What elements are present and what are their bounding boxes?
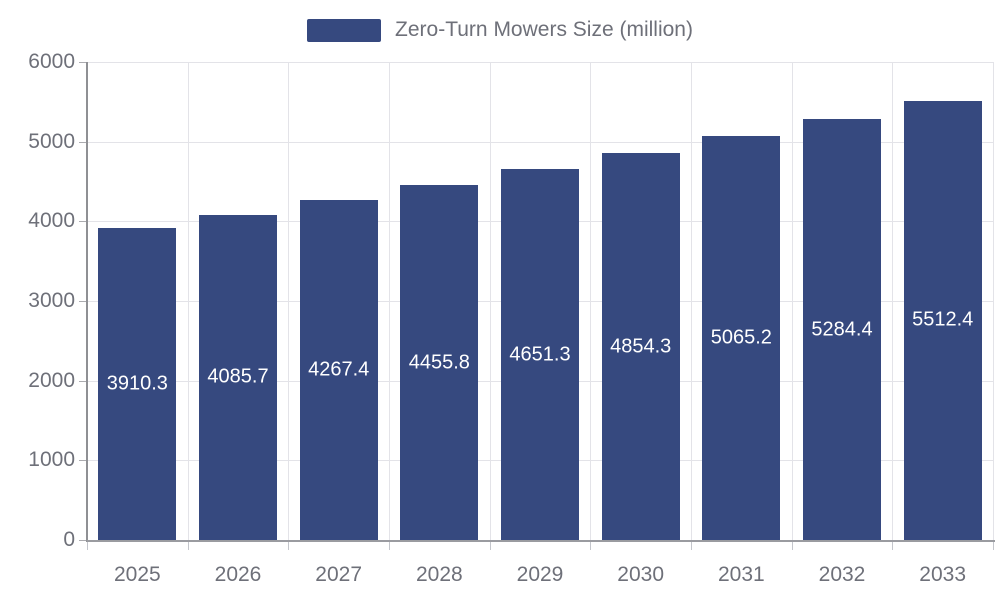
- y-tick-label: 0: [63, 528, 75, 551]
- y-tick-label: 5000: [28, 129, 75, 153]
- y-tick-label: 4000: [28, 209, 75, 233]
- x-axis-tick: [691, 541, 692, 550]
- bar[interactable]: [400, 185, 479, 540]
- x-tick-label: 2027: [315, 563, 363, 586]
- bar-value-label: 4085.7: [207, 365, 269, 388]
- bar-value-label: 4854.3: [610, 335, 672, 358]
- v-gridline: [791, 62, 793, 540]
- x-tick-label: 2031: [717, 563, 765, 586]
- bar-value-label: 4651.3: [509, 343, 571, 366]
- bar-value-label: 5512.4: [912, 308, 974, 331]
- x-axis-line: [87, 540, 995, 542]
- bar[interactable]: [803, 119, 881, 540]
- x-tick-label: 2030: [617, 563, 665, 586]
- v-gridline: [993, 62, 994, 540]
- x-axis-tick: [791, 541, 793, 550]
- h-gridline: [87, 141, 993, 143]
- x-tick-label: 2026: [214, 563, 262, 586]
- x-tick-label: 2029: [516, 563, 564, 586]
- h-gridline: [87, 62, 993, 63]
- y-axis-tick: [79, 301, 87, 302]
- v-gridline: [489, 62, 491, 540]
- x-tick-label: 2028: [415, 563, 463, 586]
- bar[interactable]: [702, 136, 781, 540]
- x-tick-label: 2033: [919, 563, 967, 586]
- x-axis-tick: [590, 541, 592, 550]
- y-tick-label: 6000: [28, 50, 75, 73]
- legend-label: Zero-Turn Mowers Size (million): [395, 18, 693, 41]
- x-axis-tick: [187, 541, 189, 550]
- v-gridline: [187, 62, 189, 540]
- x-axis-tick: [389, 541, 390, 550]
- legend-swatch: [307, 18, 382, 42]
- bar[interactable]: [199, 214, 277, 540]
- bar[interactable]: [98, 228, 177, 540]
- y-axis-tick: [79, 221, 87, 223]
- y-tick-label: 2000: [28, 368, 75, 392]
- y-axis-tick: [79, 460, 87, 462]
- bar-value-label: 3910.3: [106, 372, 168, 395]
- bar-value-label: 5065.2: [710, 326, 772, 349]
- v-gridline: [389, 62, 390, 540]
- bar[interactable]: [903, 100, 982, 540]
- x-axis-tick: [993, 541, 994, 550]
- x-axis-tick: [288, 541, 290, 550]
- x-tick-label: 2025: [113, 563, 161, 586]
- x-axis-tick: [892, 541, 894, 550]
- v-gridline: [288, 62, 290, 540]
- bar-value-label: 5284.4: [811, 318, 873, 340]
- bar[interactable]: [501, 169, 579, 540]
- bar-value-label: 4455.8: [408, 351, 470, 373]
- legend[interactable]: Zero-Turn Mowers Size (million): [0, 16, 1000, 44]
- v-gridline: [590, 62, 592, 540]
- y-axis-tick: [79, 141, 87, 143]
- bar-value-label: 4267.4: [308, 358, 370, 381]
- v-gridline: [691, 62, 692, 540]
- y-axis-tick: [79, 380, 87, 382]
- x-tick-label: 2032: [818, 563, 866, 586]
- bar[interactable]: [299, 200, 378, 540]
- x-axis-tick: [87, 541, 88, 550]
- y-axis-line: [86, 62, 88, 542]
- x-axis-tick: [489, 541, 491, 550]
- y-axis-tick: [79, 540, 87, 541]
- bar[interactable]: [601, 153, 680, 540]
- v-gridline: [892, 62, 894, 540]
- y-axis-tick: [79, 62, 87, 63]
- y-tick-label: 1000: [28, 448, 75, 472]
- y-tick-label: 3000: [28, 289, 75, 312]
